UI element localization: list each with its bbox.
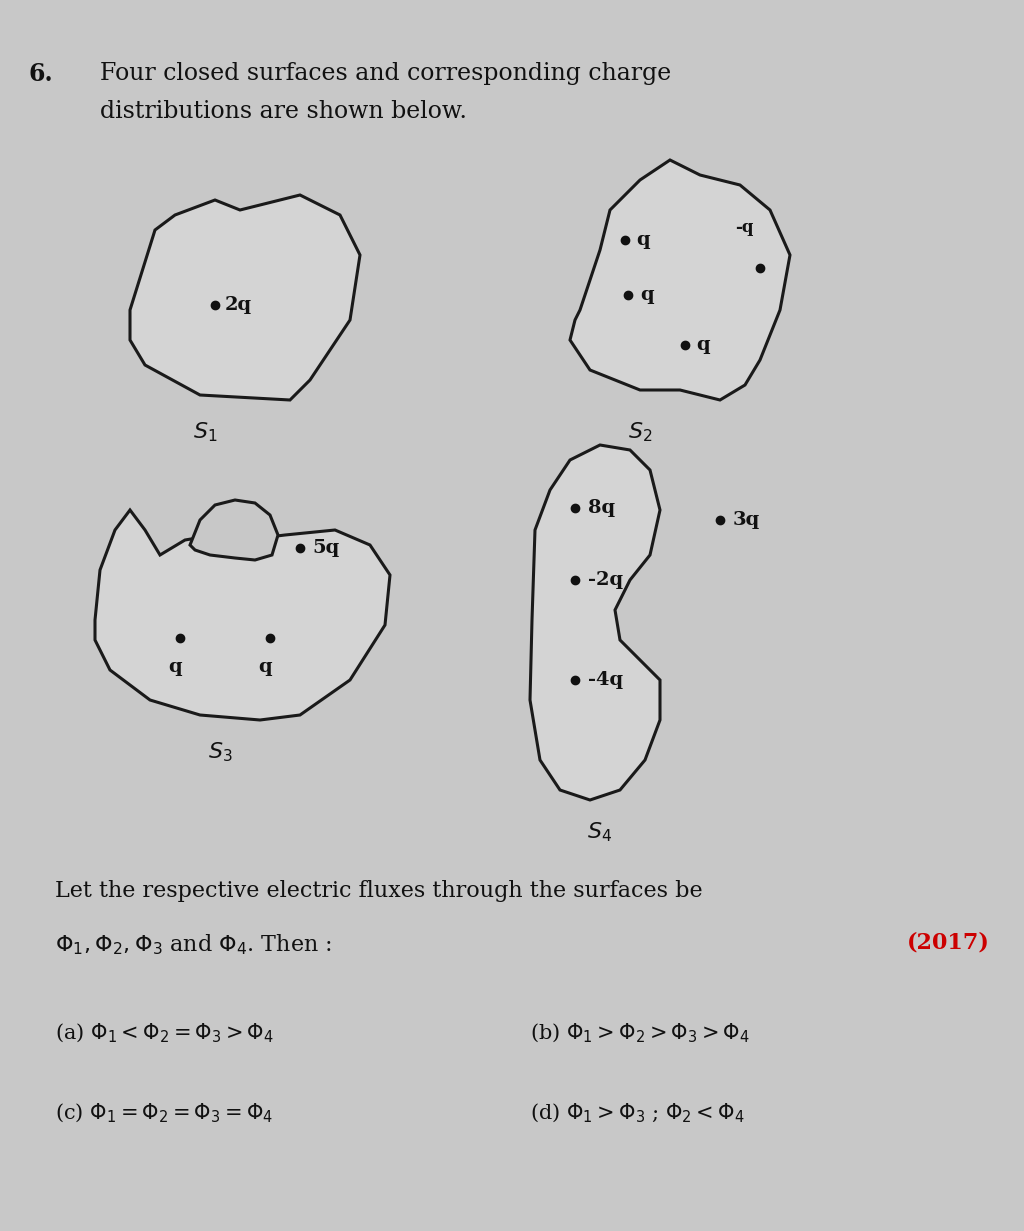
Text: $\Phi_1,\Phi_2,\Phi_3$ and $\Phi_4$. Then :: $\Phi_1,\Phi_2,\Phi_3$ and $\Phi_4$. The… [55,932,332,956]
Text: -q: -q [735,219,754,236]
Text: distributions are shown below.: distributions are shown below. [100,100,467,123]
Polygon shape [530,444,660,800]
Text: (d) $\Phi_1 > \Phi_3$ ; $\Phi_2 < \Phi_4$: (d) $\Phi_1 > \Phi_3$ ; $\Phi_2 < \Phi_4… [530,1102,744,1125]
Text: 8q: 8q [588,499,615,517]
Text: (b) $\Phi_1 > \Phi_2 > \Phi_3 > \Phi_4$: (b) $\Phi_1 > \Phi_2 > \Phi_3 > \Phi_4$ [530,1022,750,1045]
Text: -2q: -2q [588,571,624,588]
Text: $S_1$: $S_1$ [193,420,217,443]
Text: $S_2$: $S_2$ [628,420,652,443]
Text: 6.: 6. [28,62,52,86]
Text: 3q: 3q [733,511,760,529]
Text: Four closed surfaces and corresponding charge: Four closed surfaces and corresponding c… [100,62,672,85]
Text: q: q [258,659,271,676]
Text: Let the respective electric fluxes through the surfaces be: Let the respective electric fluxes throu… [55,880,702,902]
Polygon shape [570,160,790,400]
Text: $S_3$: $S_3$ [208,740,232,763]
Text: q: q [640,286,653,304]
Text: (2017): (2017) [907,932,990,954]
Text: 2q: 2q [225,295,252,314]
Polygon shape [130,194,360,400]
Polygon shape [190,500,278,560]
Text: q: q [636,231,649,249]
Text: q: q [696,336,710,355]
Text: q: q [168,659,182,676]
Text: (a) $\Phi_1 < \Phi_2 = \Phi_3 > \Phi_4$: (a) $\Phi_1 < \Phi_2 = \Phi_3 > \Phi_4$ [55,1022,273,1045]
Text: -4q: -4q [588,671,624,689]
Text: $S_4$: $S_4$ [588,820,612,843]
Text: 5q: 5q [312,539,339,556]
Text: (c) $\Phi_1 = \Phi_2 = \Phi_3 = \Phi_4$: (c) $\Phi_1 = \Phi_2 = \Phi_3 = \Phi_4$ [55,1102,273,1125]
Polygon shape [95,510,390,720]
